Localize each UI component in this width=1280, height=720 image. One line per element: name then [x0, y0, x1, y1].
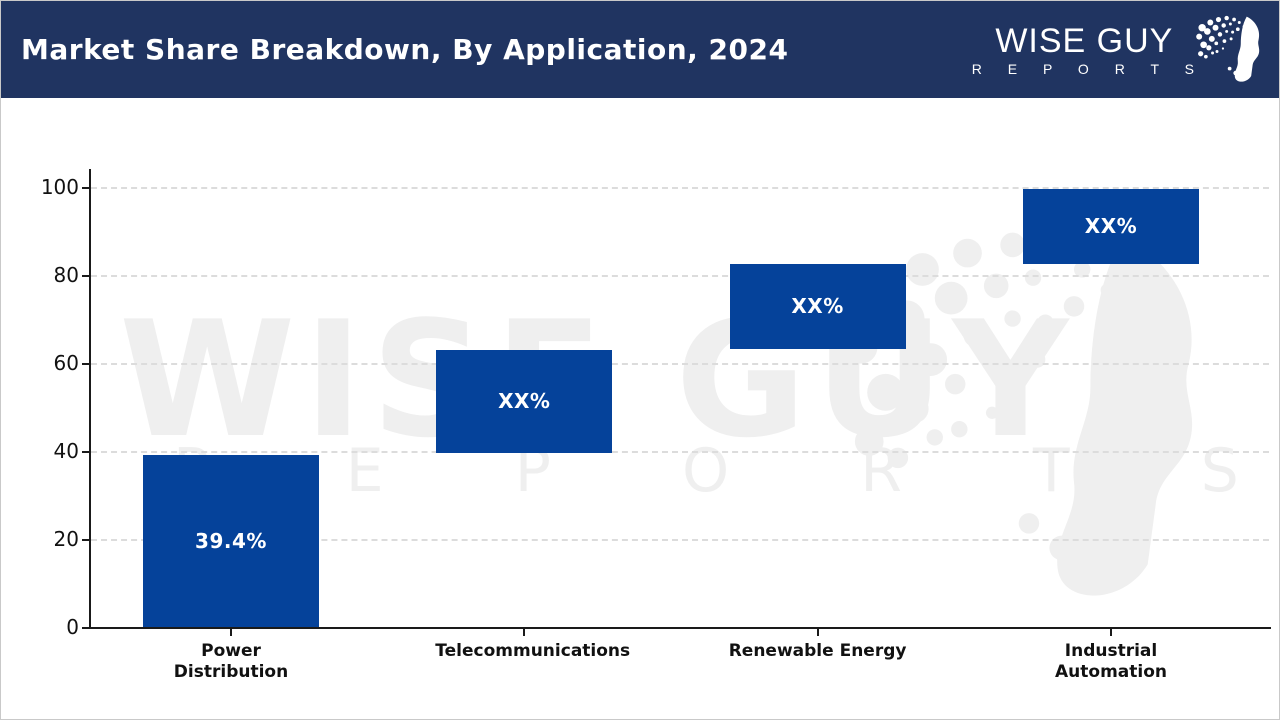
y-tick-mark [82, 187, 89, 189]
y-tick-mark [82, 451, 89, 453]
bar-value-label: XX% [498, 389, 551, 414]
x-tick-mark [816, 629, 819, 636]
y-tick-mark [82, 363, 89, 365]
x-category-label: Industrial Automation [1055, 641, 1167, 682]
bar-segment: XX% [436, 349, 613, 453]
gridline [91, 187, 1269, 189]
bar-segment: XX% [1023, 188, 1199, 264]
bar-value-label: 39.4% [195, 529, 267, 554]
plot-area: 39.4% XX% XX% XX% [91, 171, 1271, 628]
gridline [91, 539, 1269, 541]
brand-logo: WISE GUY R E P O R T S [964, 10, 1279, 90]
gridline [91, 451, 1269, 453]
y-tick-label: 80 [53, 263, 79, 287]
x-tick-mark [523, 629, 526, 636]
brand-face-icon [1196, 15, 1260, 82]
y-tick-label: 40 [53, 439, 79, 463]
brand-name: WISE GUY [995, 21, 1174, 60]
x-tick-mark [230, 629, 232, 636]
bar-segment: XX% [729, 263, 906, 350]
brand-subname: R E P O R T S [971, 60, 1205, 77]
bar-value-label: XX% [1084, 214, 1138, 239]
watermark-reports: R E P O R T S [173, 436, 1280, 506]
x-category-label: Telecommunications [435, 641, 631, 661]
x-axis-line [89, 627, 1271, 629]
y-tick-mark [82, 539, 89, 541]
header-bar: Market Share Breakdown, By Application, … [1, 1, 1279, 98]
x-category-label: Power Distribution [173, 641, 289, 682]
y-tick-label: 100 [40, 175, 79, 199]
y-tick-mark [82, 275, 89, 277]
y-axis-line [89, 169, 91, 628]
y-tick-label: 20 [53, 527, 79, 551]
y-tick-label: 60 [53, 351, 79, 375]
y-tick-mark [82, 627, 89, 629]
y-tick-label: 0 [66, 615, 79, 639]
brand-wordmark: WISE GUY R E P O R T S [964, 23, 1205, 77]
gridline [91, 363, 1269, 365]
chart-area: WISE GUY R E P O R T S 39.4%XX%XX%XX% 02… [1, 98, 1280, 719]
bar-value-label: XX% [791, 294, 844, 319]
gridline [91, 275, 1269, 277]
page-title: Market Share Breakdown, By Application, … [21, 33, 789, 66]
x-tick-mark [1110, 629, 1112, 636]
bar-segment: 39.4% [143, 454, 319, 628]
x-category-label: Renewable Energy [728, 641, 907, 661]
